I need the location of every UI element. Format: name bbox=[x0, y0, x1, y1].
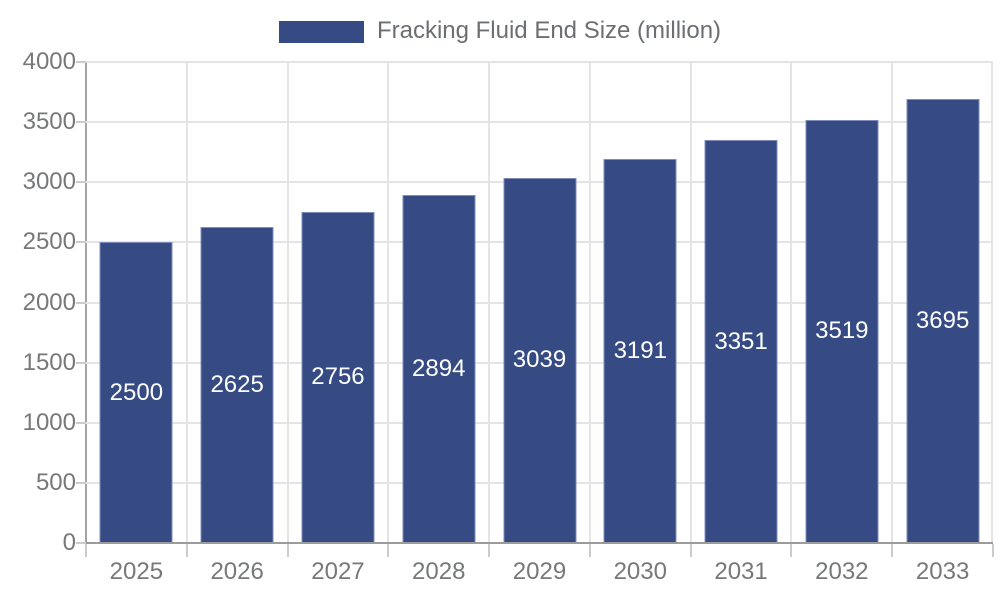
y-tick-label: 2500 bbox=[22, 228, 76, 256]
y-tick-label: 1500 bbox=[22, 348, 76, 376]
x-tick-label: 2025 bbox=[109, 558, 164, 585]
bar-value-label: 2756 bbox=[311, 363, 365, 391]
legend: Fracking Fluid End Size (million) bbox=[0, 19, 1000, 45]
y-tick-label: 500 bbox=[35, 468, 76, 496]
y-axis-tick bbox=[76, 241, 86, 244]
v-gridline bbox=[689, 62, 692, 543]
bar[interactable]: 3191 bbox=[603, 159, 677, 543]
x-tick-label: 2030 bbox=[613, 558, 667, 585]
x-axis-tick bbox=[689, 544, 692, 557]
bar-value-label: 2625 bbox=[210, 371, 264, 399]
v-gridline bbox=[387, 62, 390, 543]
y-tick-label: 2000 bbox=[22, 288, 76, 316]
v-gridline bbox=[185, 62, 188, 543]
v-gridline bbox=[588, 62, 591, 543]
bar-value-label: 2500 bbox=[109, 378, 164, 406]
x-axis-tick bbox=[488, 544, 491, 557]
bar-value-label: 3695 bbox=[915, 306, 970, 334]
x-axis-tick bbox=[790, 544, 793, 557]
plot-area: 2500 2625 2756 2894 3039 3191 3351 3519 3695 bbox=[86, 61, 993, 543]
x-tick-label: 2028 bbox=[412, 558, 466, 585]
bar-value-label: 3191 bbox=[613, 337, 667, 365]
h-gridline bbox=[86, 121, 993, 124]
y-tick-label: 1000 bbox=[22, 408, 76, 436]
y-axis-tick bbox=[76, 61, 86, 63]
v-gridline bbox=[891, 62, 894, 543]
y-tick-label: 0 bbox=[62, 529, 76, 556]
y-tick-label: 4000 bbox=[22, 48, 76, 75]
v-gridline bbox=[790, 62, 793, 543]
x-axis-tick bbox=[286, 544, 289, 557]
bar-value-label: 3351 bbox=[714, 327, 768, 355]
x-tick-label: 2029 bbox=[512, 558, 567, 585]
x-tick-label: 2033 bbox=[915, 558, 970, 585]
x-axis-tick bbox=[185, 544, 188, 557]
legend-label: Fracking Fluid End Size (million) bbox=[376, 17, 722, 44]
bar[interactable]: 3519 bbox=[805, 119, 879, 543]
y-axis-tick bbox=[76, 121, 86, 124]
legend-swatch-icon bbox=[278, 21, 364, 43]
bar[interactable]: 3039 bbox=[503, 177, 576, 543]
x-axis-tick bbox=[387, 544, 390, 557]
x-axis-tick bbox=[992, 544, 994, 557]
y-tick-label: 3500 bbox=[22, 108, 76, 136]
bar[interactable]: 3351 bbox=[704, 140, 778, 543]
bar-value-label: 2894 bbox=[412, 355, 466, 382]
y-axis-line bbox=[85, 62, 87, 556]
v-gridline bbox=[286, 62, 289, 543]
bar[interactable]: 2756 bbox=[301, 211, 375, 543]
x-tick-label: 2031 bbox=[714, 558, 768, 585]
v-gridline bbox=[991, 62, 993, 543]
bar[interactable]: 2894 bbox=[402, 195, 476, 543]
y-tick-label: 3000 bbox=[22, 168, 76, 196]
y-axis-tick bbox=[76, 421, 86, 424]
x-tick-label: 2032 bbox=[815, 558, 869, 585]
bar[interactable]: 2625 bbox=[200, 227, 274, 543]
legend-item[interactable]: Fracking Fluid End Size (million) bbox=[278, 17, 722, 45]
v-gridline bbox=[488, 62, 491, 543]
y-axis-tick bbox=[76, 181, 86, 184]
bar-value-label: 3039 bbox=[512, 346, 567, 374]
x-axis-line bbox=[86, 542, 993, 544]
x-axis-tick bbox=[588, 544, 591, 557]
y-axis-tick bbox=[76, 301, 86, 304]
bar[interactable]: 3695 bbox=[906, 98, 980, 543]
h-gridline bbox=[86, 61, 993, 63]
x-axis-tick bbox=[85, 544, 87, 557]
bar-value-label: 3519 bbox=[815, 317, 869, 345]
y-axis-tick bbox=[76, 481, 86, 484]
x-tick-label: 2027 bbox=[311, 558, 365, 585]
x-tick-label: 2026 bbox=[210, 558, 264, 585]
x-axis-tick bbox=[891, 544, 894, 557]
y-axis-tick bbox=[76, 361, 86, 364]
y-axis-tick bbox=[76, 542, 86, 544]
bar[interactable]: 2500 bbox=[99, 242, 173, 543]
